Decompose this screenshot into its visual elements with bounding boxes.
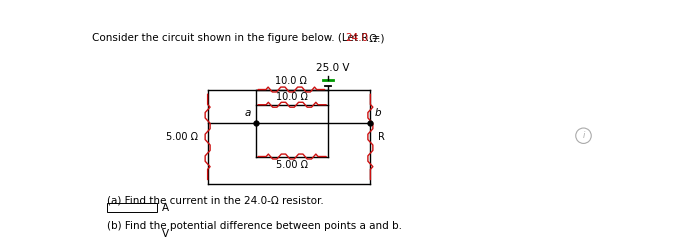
Text: b: b — [374, 108, 381, 118]
Text: 10.0 Ω: 10.0 Ω — [275, 76, 307, 86]
Text: 24.0: 24.0 — [345, 33, 368, 43]
FancyBboxPatch shape — [107, 204, 158, 212]
Text: a: a — [245, 108, 251, 118]
Text: 5.00 Ω: 5.00 Ω — [276, 160, 308, 170]
Text: V: V — [162, 229, 169, 239]
Text: (a) Find the current in the 24.0-Ω resistor.: (a) Find the current in the 24.0-Ω resis… — [107, 195, 323, 205]
Text: R: R — [378, 132, 385, 142]
Text: 5.00 Ω: 5.00 Ω — [167, 132, 198, 142]
Text: (b) Find the potential difference between points a and b.: (b) Find the potential difference betwee… — [107, 221, 402, 231]
Text: Ω.): Ω.) — [365, 33, 384, 43]
Text: A: A — [162, 203, 169, 213]
Text: 10.0 Ω: 10.0 Ω — [276, 92, 308, 102]
Text: Consider the circuit shown in the figure below. (Let R =: Consider the circuit shown in the figure… — [92, 33, 384, 43]
FancyBboxPatch shape — [107, 230, 158, 238]
Text: i: i — [582, 131, 584, 140]
Text: 25.0 V: 25.0 V — [316, 62, 349, 73]
